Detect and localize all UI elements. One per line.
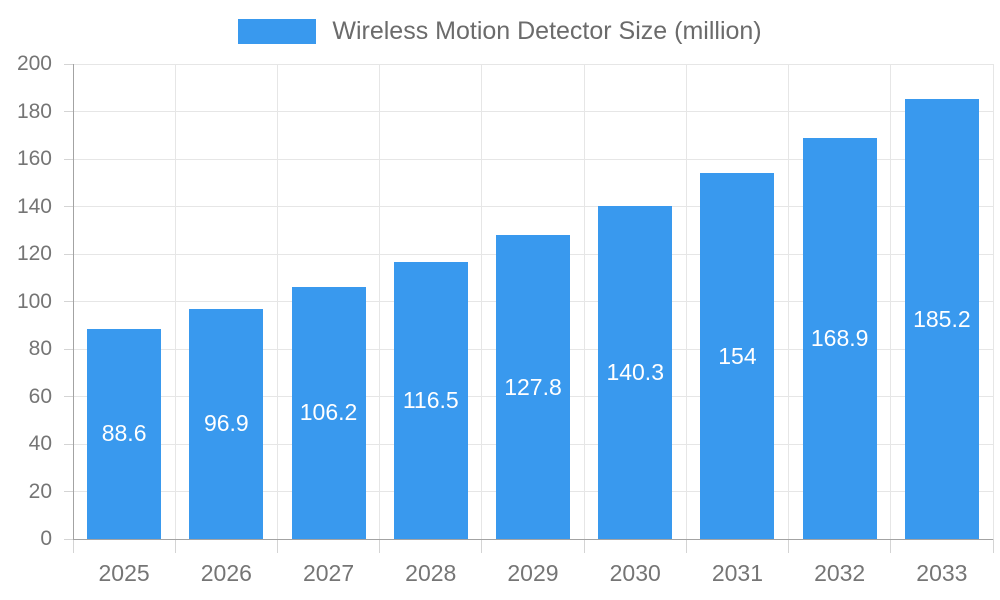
x-axis-tick [174, 539, 176, 553]
v-gridline [992, 64, 994, 539]
v-gridline [890, 64, 892, 539]
x-axis-label: 2029 [507, 560, 559, 586]
bar-value-label: 140.3 [606, 358, 664, 385]
y-axis-tick [64, 301, 73, 302]
x-axis-tick [72, 539, 74, 553]
bar[interactable]: 116.5 [393, 262, 468, 539]
legend-label: Wireless Motion Detector Size (million) [332, 16, 762, 45]
y-axis-label: 180 [16, 99, 52, 123]
x-axis-tick [890, 539, 892, 553]
bar-value-label: 185.2 [913, 305, 971, 332]
y-axis-tick [64, 253, 73, 255]
y-axis-tick [64, 396, 73, 397]
bar[interactable]: 140.3 [598, 205, 673, 539]
y-axis-tick [64, 348, 73, 350]
bar[interactable]: 185.2 [904, 99, 979, 539]
y-axis-label: 40 [28, 432, 52, 455]
y-axis-tick [64, 63, 73, 65]
y-axis-tick [64, 206, 73, 207]
legend-item[interactable]: Wireless Motion Detector Size (million) [238, 16, 762, 46]
x-axis-label: 2030 [609, 560, 661, 586]
y-axis-label: 120 [16, 242, 52, 265]
bar[interactable]: 88.6 [87, 328, 162, 539]
bar-value-label: 106.2 [299, 399, 358, 426]
bar[interactable]: 96.9 [189, 308, 264, 539]
y-axis-label: 60 [28, 384, 52, 408]
y-axis-tick [64, 111, 73, 112]
x-axis-label: 2028 [405, 560, 457, 586]
h-gridline [73, 158, 993, 160]
x-axis-label: 2032 [814, 560, 866, 586]
v-gridline [276, 64, 278, 539]
bar-value-label: 127.8 [504, 373, 562, 400]
x-axis-label: 2026 [200, 560, 252, 586]
bar-value-label: 168.9 [810, 324, 869, 351]
x-axis-tick [992, 539, 994, 553]
y-axis-label: 20 [28, 479, 52, 503]
bar[interactable]: 106.2 [291, 286, 366, 539]
bar-value-label: 88.6 [101, 420, 147, 447]
h-gridline [73, 206, 993, 207]
y-axis-tick [64, 158, 73, 160]
x-axis-label: 2031 [711, 560, 764, 586]
v-gridline [379, 64, 381, 539]
x-axis-tick [583, 539, 585, 553]
x-axis-tick [276, 539, 278, 553]
chart-legend: Wireless Motion Detector Size (million) [0, 14, 1000, 48]
y-axis-line [72, 64, 74, 539]
bar[interactable]: 168.9 [802, 137, 877, 539]
y-axis-label: 100 [16, 289, 52, 313]
y-axis-label: 80 [28, 337, 52, 360]
x-axis-line [73, 538, 993, 540]
y-axis-label: 0 [40, 527, 52, 550]
y-axis-tick [64, 443, 73, 445]
bar[interactable]: 127.8 [496, 235, 570, 539]
y-axis-label: 200 [16, 52, 52, 75]
h-gridline [73, 63, 993, 65]
x-axis-tick [379, 539, 381, 553]
v-gridline [583, 64, 585, 539]
x-axis-label: 2025 [98, 560, 150, 586]
y-axis-label: 140 [16, 194, 52, 218]
bar-value-label: 96.9 [203, 410, 249, 437]
y-axis-tick [64, 538, 73, 540]
v-gridline [174, 64, 176, 539]
v-gridline [481, 64, 483, 539]
x-axis-label: 2027 [302, 560, 355, 586]
y-axis-tick [64, 491, 73, 492]
bar-value-label: 116.5 [402, 387, 459, 414]
x-axis-tick [788, 539, 790, 553]
x-axis-label: 2033 [916, 560, 968, 586]
bar-value-label: 154 [718, 342, 757, 369]
v-gridline [788, 64, 790, 539]
bar[interactable]: 154 [700, 173, 775, 539]
h-gridline [73, 111, 993, 112]
x-axis-tick [685, 539, 687, 553]
v-gridline [685, 64, 687, 539]
y-axis-label: 160 [16, 147, 52, 170]
x-axis-tick [481, 539, 483, 553]
legend-swatch-icon [238, 18, 317, 44]
